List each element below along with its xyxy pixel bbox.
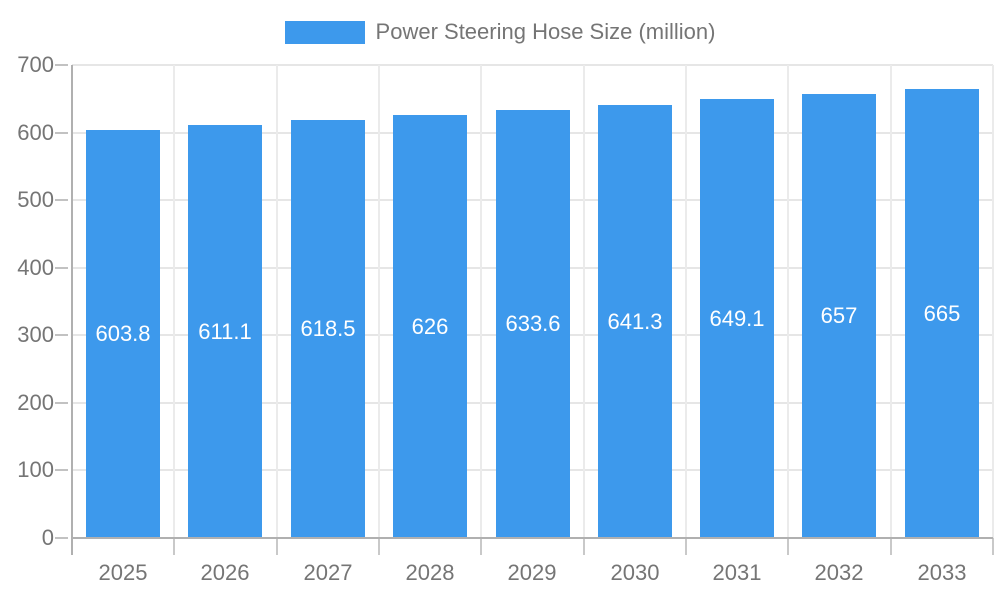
gridline-vertical	[276, 65, 278, 538]
bar-value-label: 633.6	[505, 311, 561, 336]
x-axis-tick	[890, 538, 892, 555]
bar-value-label: 665	[923, 300, 961, 326]
x-axis-label: 2031	[712, 560, 762, 585]
y-axis-tick-label: 0	[41, 525, 54, 550]
bar-value-label: 657	[820, 303, 858, 328]
x-axis-tick	[583, 538, 585, 555]
x-axis-tick	[480, 538, 482, 555]
gridline-vertical	[583, 65, 585, 538]
x-axis-label: 2029	[507, 560, 557, 585]
x-axis-label: 2025	[98, 560, 148, 585]
y-axis-tick	[55, 537, 68, 539]
gridline-vertical	[992, 65, 994, 538]
bar-value-label: 618.5	[300, 316, 356, 341]
x-axis-tick	[378, 538, 380, 555]
x-axis-label: 2030	[610, 560, 660, 585]
gridline-horizontal	[72, 64, 993, 66]
y-axis-tick	[55, 64, 68, 66]
gridline-vertical	[173, 65, 175, 538]
bar[interactable]: 603.8	[86, 130, 160, 538]
legend-swatch	[284, 20, 365, 44]
bar[interactable]: 618.5	[291, 120, 365, 538]
bar[interactable]: 657	[802, 94, 876, 538]
y-axis-tick-label: 200	[17, 390, 54, 415]
y-axis-tick	[55, 469, 68, 471]
x-axis-tick	[787, 538, 789, 555]
bar-value-label: 641.3	[607, 308, 663, 334]
y-axis-tick	[55, 334, 68, 336]
x-axis-label: 2028	[405, 560, 455, 585]
y-axis-tick-label: 300	[17, 322, 54, 347]
gridline-vertical	[890, 65, 892, 538]
legend-label: Power Steering Hose Size (million)	[375, 19, 716, 44]
x-axis-label: 2032	[814, 560, 864, 585]
gridline-vertical	[685, 65, 687, 538]
bar[interactable]: 649.1	[700, 99, 774, 538]
y-axis-tick	[55, 402, 68, 404]
bar-value-label: 626	[411, 313, 449, 339]
bar[interactable]: 626	[393, 115, 467, 538]
y-axis-line	[71, 65, 73, 555]
y-axis-tick	[55, 267, 68, 269]
bar[interactable]: 611.1	[188, 125, 262, 538]
y-axis-tick-label: 400	[17, 255, 54, 280]
x-axis-tick	[992, 538, 994, 555]
x-axis-label: 2027	[303, 560, 353, 585]
y-axis-tick-label: 700	[17, 52, 54, 77]
y-axis-tick	[55, 199, 68, 201]
bar-value-label: 649.1	[709, 305, 765, 331]
x-axis-tick	[276, 538, 278, 555]
gridline-vertical	[787, 65, 789, 538]
y-axis-tick	[55, 132, 68, 134]
x-axis-label: 2026	[200, 560, 250, 585]
x-axis-label: 2033	[917, 560, 967, 585]
gridline-vertical	[378, 65, 380, 538]
bar[interactable]: 665	[905, 89, 979, 538]
bar-value-label: 603.8	[95, 321, 151, 346]
bar-value-label: 611.1	[198, 318, 252, 344]
gridline-vertical	[480, 65, 482, 538]
bar[interactable]: 633.6	[496, 110, 570, 538]
x-axis-tick	[685, 538, 687, 555]
x-axis-tick	[173, 538, 175, 555]
y-axis-tick-label: 600	[17, 120, 54, 145]
y-axis-tick-label: 100	[17, 457, 54, 482]
x-axis-line	[71, 537, 993, 539]
legend[interactable]: Power Steering Hose Size (million)	[0, 18, 1000, 46]
bar[interactable]: 641.3	[598, 105, 672, 538]
y-axis-tick-label: 500	[17, 187, 54, 212]
